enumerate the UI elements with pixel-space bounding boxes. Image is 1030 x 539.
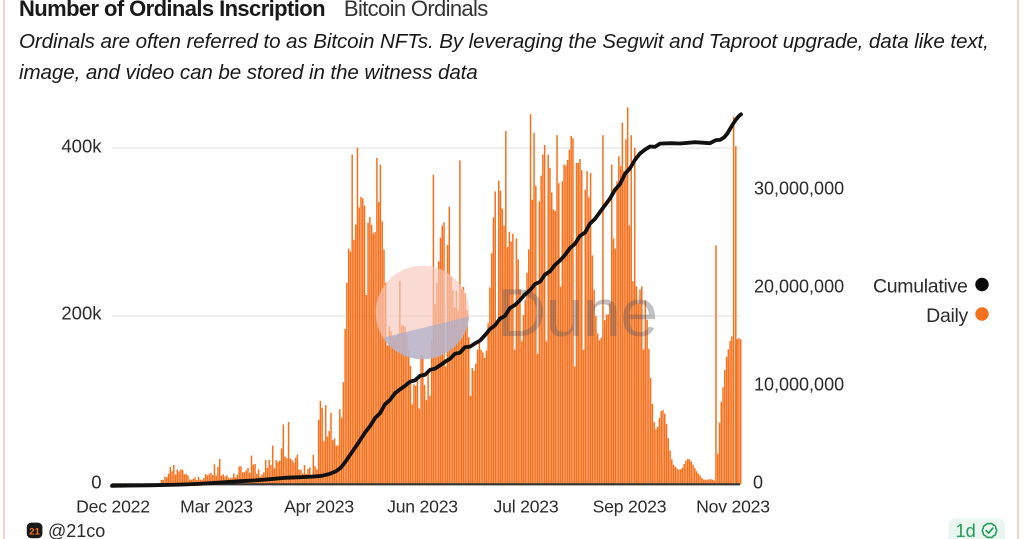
svg-text:400k: 400k — [61, 136, 102, 157]
svg-text:Dune: Dune — [497, 275, 658, 351]
svg-text:30,000,000: 30,000,000 — [754, 179, 844, 199]
svg-text:Apr 2023: Apr 2023 — [284, 496, 354, 516]
svg-text:0: 0 — [91, 472, 101, 493]
svg-text:Jul 2023: Jul 2023 — [494, 496, 559, 516]
svg-text:Dec 2022: Dec 2022 — [76, 496, 150, 516]
svg-text:10,000,000: 10,000,000 — [754, 375, 844, 395]
svg-text:Sep 2023: Sep 2023 — [593, 496, 667, 516]
svg-text:Jun 2023: Jun 2023 — [387, 496, 458, 516]
svg-text:20,000,000: 20,000,000 — [754, 277, 844, 297]
svg-text:Nov 2023: Nov 2023 — [696, 496, 770, 516]
svg-text:200k: 200k — [61, 302, 102, 323]
svg-text:Mar 2023: Mar 2023 — [180, 496, 253, 516]
svg-text:Cumulative: Cumulative — [873, 275, 968, 297]
svg-text:21: 21 — [29, 526, 40, 537]
svg-text:0: 0 — [753, 473, 763, 493]
svg-text:@21co: @21co — [48, 521, 105, 539]
svg-text:Daily: Daily — [926, 305, 968, 327]
svg-text:1d: 1d — [956, 520, 976, 539]
